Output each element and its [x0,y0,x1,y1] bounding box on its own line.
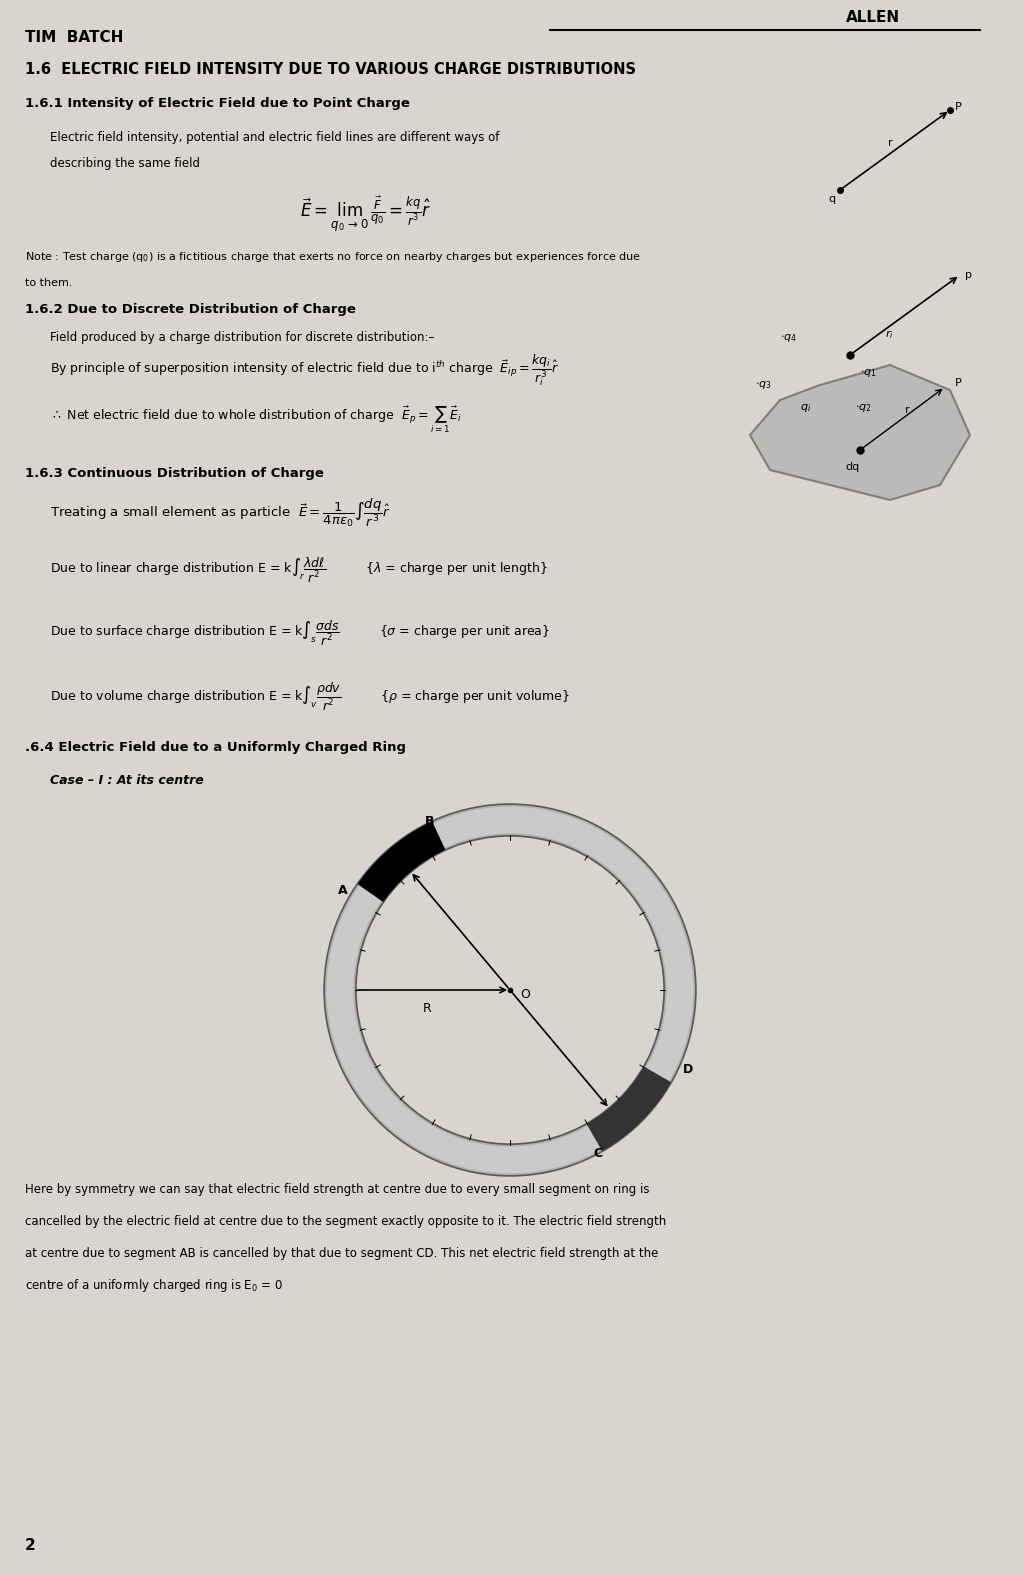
Text: P: P [955,102,962,112]
Text: q: q [828,194,836,205]
Text: $\cdot q_3$: $\cdot q_3$ [755,380,772,391]
Text: Case – I : At its centre: Case – I : At its centre [50,773,204,786]
Text: 1.6.2 Due to Discrete Distribution of Charge: 1.6.2 Due to Discrete Distribution of Ch… [25,304,356,317]
Text: describing the same field: describing the same field [50,156,200,170]
Text: $\cdot q_2$: $\cdot q_2$ [855,402,871,414]
Text: Due to volume charge distribution E = k$\int_v \dfrac{\rho dv}{r^2}$          {$: Due to volume charge distribution E = k$… [50,680,570,713]
Text: r: r [905,405,909,414]
Text: Treating a small element as particle  $\vec{E} = \dfrac{1}{4\pi\epsilon_0}\int\d: Treating a small element as particle $\v… [50,496,390,529]
Text: 1.6.1 Intensity of Electric Field due to Point Charge: 1.6.1 Intensity of Electric Field due to… [25,96,410,110]
Text: Here by symmetry we can say that electric field strength at centre due to every : Here by symmetry we can say that electri… [25,1183,649,1197]
Text: P: P [955,378,962,387]
Text: $r_i$: $r_i$ [885,328,894,340]
Text: to them.: to them. [25,279,73,288]
Text: $\cdot q_4$: $\cdot q_4$ [780,332,797,343]
Text: $\vec{E} = \lim_{q_0 \to 0}\, \frac{\vec{F}}{q_0} = \frac{kq}{r^3}\hat{r}$: $\vec{E} = \lim_{q_0 \to 0}\, \frac{\vec… [300,195,431,235]
Text: 1.6.3 Continuous Distribution of Charge: 1.6.3 Continuous Distribution of Charge [25,466,324,479]
Text: ALLEN: ALLEN [846,9,900,25]
Text: 1.6  ELECTRIC FIELD INTENSITY DUE TO VARIOUS CHARGE DISTRIBUTIONS: 1.6 ELECTRIC FIELD INTENSITY DUE TO VARI… [25,63,636,77]
Text: Due to surface charge distribution E = k$\int_s \dfrac{\sigma ds}{r^2}$         : Due to surface charge distribution E = k… [50,619,550,647]
Text: D: D [683,1063,693,1076]
Text: r: r [888,139,893,148]
Text: TIM  BATCH: TIM BATCH [25,30,123,44]
Text: dq: dq [845,461,859,472]
Text: R: R [423,1002,431,1014]
Text: Field produced by a charge distribution for discrete distribution:–: Field produced by a charge distribution … [50,331,434,343]
Polygon shape [358,822,444,901]
Text: $\cdot q_1$: $\cdot q_1$ [860,367,877,380]
Text: O: O [520,988,529,1002]
Polygon shape [325,805,695,1175]
Polygon shape [750,365,970,499]
Text: Due to linear charge distribution E = k$\int_r \dfrac{\lambda d\ell}{r^2}$      : Due to linear charge distribution E = k$… [50,556,548,584]
Text: $q_i$: $q_i$ [800,402,811,414]
Text: 2: 2 [25,1537,36,1553]
Text: B: B [425,814,434,827]
Text: at centre due to segment AB is cancelled by that due to segment CD. This net ele: at centre due to segment AB is cancelled… [25,1247,658,1260]
Text: centre of a uniformly charged ring is E$_0$ = 0: centre of a uniformly charged ring is E$… [25,1277,283,1295]
Text: $\therefore$ Net electric field due to whole distribution of charge  $\vec{E}_p : $\therefore$ Net electric field due to w… [50,405,462,435]
Text: Note : Test charge (q$_0$) is a fictitious charge that exerts no force on nearby: Note : Test charge (q$_0$) is a fictitio… [25,250,641,265]
Text: A: A [338,884,348,898]
Text: Electric field intensity, potential and electric field lines are different ways : Electric field intensity, potential and … [50,131,500,143]
Text: .6.4 Electric Field due to a Uniformly Charged Ring: .6.4 Electric Field due to a Uniformly C… [25,740,406,753]
Polygon shape [588,1068,671,1150]
Text: cancelled by the electric field at centre due to the segment exactly opposite to: cancelled by the electric field at centr… [25,1216,667,1228]
Text: C: C [593,1147,602,1159]
Text: By principle of superposition intensity of electric field due to i$^{th}$ charge: By principle of superposition intensity … [50,353,559,387]
Text: p: p [965,269,972,280]
